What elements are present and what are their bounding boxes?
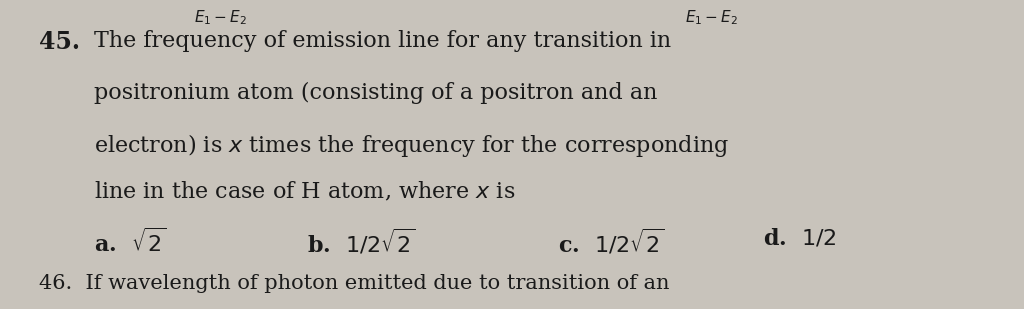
Text: 45.: 45. — [39, 30, 80, 54]
Text: positronium atom (consisting of a positron and an: positronium atom (consisting of a positr… — [94, 82, 657, 104]
Text: electron) is $x$ times the frequency for the corresponding: electron) is $x$ times the frequency for… — [94, 132, 729, 159]
Text: line in the case of H atom, where $x$ is: line in the case of H atom, where $x$ is — [94, 180, 515, 203]
Text: The frequency of emission line for any transition in: The frequency of emission line for any t… — [94, 30, 672, 52]
Text: a.  $\sqrt{2}$: a. $\sqrt{2}$ — [94, 228, 166, 256]
Text: b.  $1/2\sqrt{2}$: b. $1/2\sqrt{2}$ — [307, 228, 416, 257]
Text: c.  $1/2\sqrt{2}$: c. $1/2\sqrt{2}$ — [558, 228, 665, 257]
Text: $E_1 - E_2$: $E_1 - E_2$ — [194, 8, 247, 27]
Text: $E_1 - E_2$: $E_1 - E_2$ — [685, 8, 738, 27]
Text: d.  $1/2$: d. $1/2$ — [763, 228, 837, 250]
Text: 46.  If wavelength of photon emitted due to transition of an: 46. If wavelength of photon emitted due … — [39, 274, 670, 293]
